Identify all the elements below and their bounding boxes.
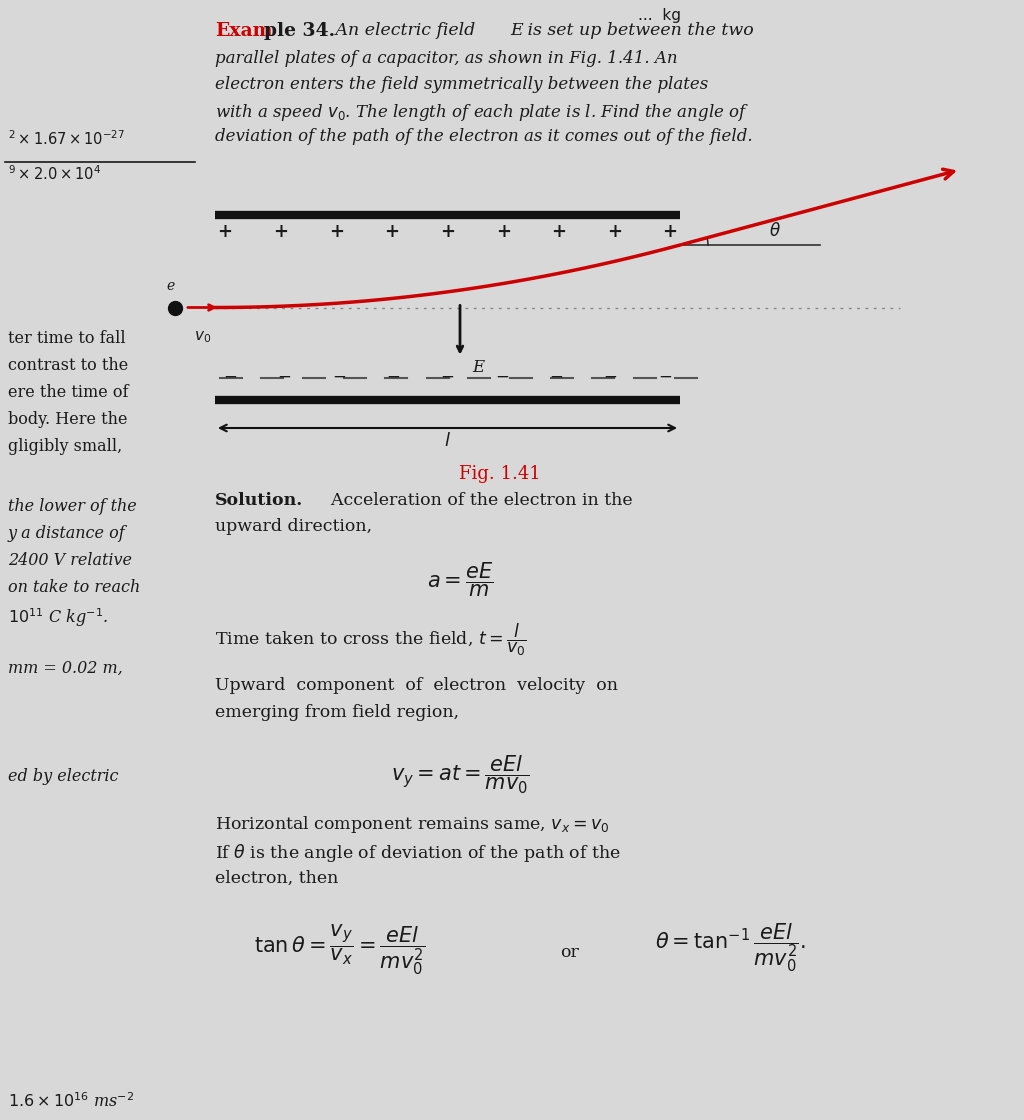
Text: $^9\times 2.0\times 10^{4}$: $^9\times 2.0\times 10^{4}$ [8, 164, 101, 183]
Text: Exam: Exam [215, 22, 272, 40]
Text: If $\theta$ is the angle of deviation of the path of the: If $\theta$ is the angle of deviation of… [215, 842, 621, 864]
Text: deviation of the path of the electron as it comes out of the field.: deviation of the path of the electron as… [215, 128, 753, 144]
Text: ple 34.: ple 34. [264, 22, 335, 40]
Text: is set up between the two: is set up between the two [522, 22, 754, 39]
Text: Upward  component  of  electron  velocity  on: Upward component of electron velocity on [215, 676, 618, 694]
Text: +: + [607, 223, 622, 241]
Text: $10^{11}$ C kg$^{-1}$.: $10^{11}$ C kg$^{-1}$. [8, 606, 109, 628]
Text: −: − [440, 368, 455, 385]
Text: −: − [223, 368, 237, 385]
Text: parallel plates of a capacitor, as shown in Fig. 1.41. An: parallel plates of a capacitor, as shown… [215, 50, 678, 67]
Text: 2400 V relative: 2400 V relative [8, 552, 132, 569]
Text: +: + [329, 223, 344, 241]
Text: $\theta = \tan^{-1}\dfrac{eEl}{mv_0^2}.$: $\theta = \tan^{-1}\dfrac{eEl}{mv_0^2}.$ [654, 922, 806, 974]
Text: +: + [496, 223, 511, 241]
Text: −: − [549, 368, 563, 385]
Text: $\theta$: $\theta$ [769, 222, 781, 240]
Text: ed by electric: ed by electric [8, 768, 119, 785]
Text: ter time to fall: ter time to fall [8, 330, 126, 347]
Text: $^2\times 1.67\times 10^{-27}$: $^2\times 1.67\times 10^{-27}$ [8, 129, 125, 148]
Text: $a = \dfrac{eE}{m}$: $a = \dfrac{eE}{m}$ [427, 560, 494, 598]
Text: E: E [510, 22, 522, 39]
Text: or: or [560, 944, 580, 961]
Text: −: − [386, 368, 400, 385]
Text: +: + [273, 223, 288, 241]
Text: $\tan\theta = \dfrac{v_y}{v_x} = \dfrac{eEl}{mv_0^2}$: $\tan\theta = \dfrac{v_y}{v_x} = \dfrac{… [254, 922, 426, 977]
Text: E: E [472, 360, 484, 376]
Text: Solution.: Solution. [215, 492, 303, 508]
Text: ...  kg: ... kg [639, 8, 682, 24]
Text: on take to reach: on take to reach [8, 579, 140, 596]
Text: contrast to the: contrast to the [8, 357, 128, 374]
Text: Time taken to cross the field, $t = \dfrac{l}{v_0}$: Time taken to cross the field, $t = \dfr… [215, 622, 526, 659]
Text: Fig. 1.41: Fig. 1.41 [459, 465, 541, 483]
Text: y a distance of: y a distance of [8, 525, 126, 542]
Text: gligibly small,: gligibly small, [8, 438, 122, 455]
Text: +: + [384, 223, 399, 241]
Text: +: + [551, 223, 566, 241]
Text: +: + [217, 223, 232, 241]
Text: electron, then: electron, then [215, 870, 338, 887]
Text: the lower of the: the lower of the [8, 498, 137, 515]
Text: $l$: $l$ [444, 432, 451, 450]
Text: Acceleration of the electron in the: Acceleration of the electron in the [319, 492, 633, 508]
Text: −: − [332, 368, 346, 385]
Text: with a speed $v_0$. The length of each plate is l. Find the angle of: with a speed $v_0$. The length of each p… [215, 102, 750, 123]
Text: Horizontal component remains same, $v_x = v_0$: Horizontal component remains same, $v_x … [215, 814, 609, 836]
Text: $1.6\times 10^{16}$ ms$^{-2}$: $1.6\times 10^{16}$ ms$^{-2}$ [8, 1092, 134, 1111]
Text: +: + [663, 223, 678, 241]
Text: body. Here the: body. Here the [8, 411, 128, 428]
Text: mm = 0.02 m,: mm = 0.02 m, [8, 660, 123, 676]
Text: upward direction,: upward direction, [215, 517, 372, 535]
Text: ere the time of: ere the time of [8, 384, 128, 401]
Text: −: − [658, 368, 672, 385]
Text: $v_y = at = \dfrac{eEl}{mv_0}$: $v_y = at = \dfrac{eEl}{mv_0}$ [391, 754, 529, 796]
Text: $v_0$: $v_0$ [195, 329, 212, 345]
Text: emerging from field region,: emerging from field region, [215, 704, 459, 721]
Text: electron enters the field symmetrically between the plates: electron enters the field symmetrically … [215, 76, 709, 93]
Text: −: − [604, 368, 617, 385]
Text: +: + [440, 223, 455, 241]
Text: −: − [495, 368, 509, 385]
Text: e: e [167, 280, 175, 293]
Text: −: − [278, 368, 291, 385]
Text: An electric field: An electric field [330, 22, 480, 39]
